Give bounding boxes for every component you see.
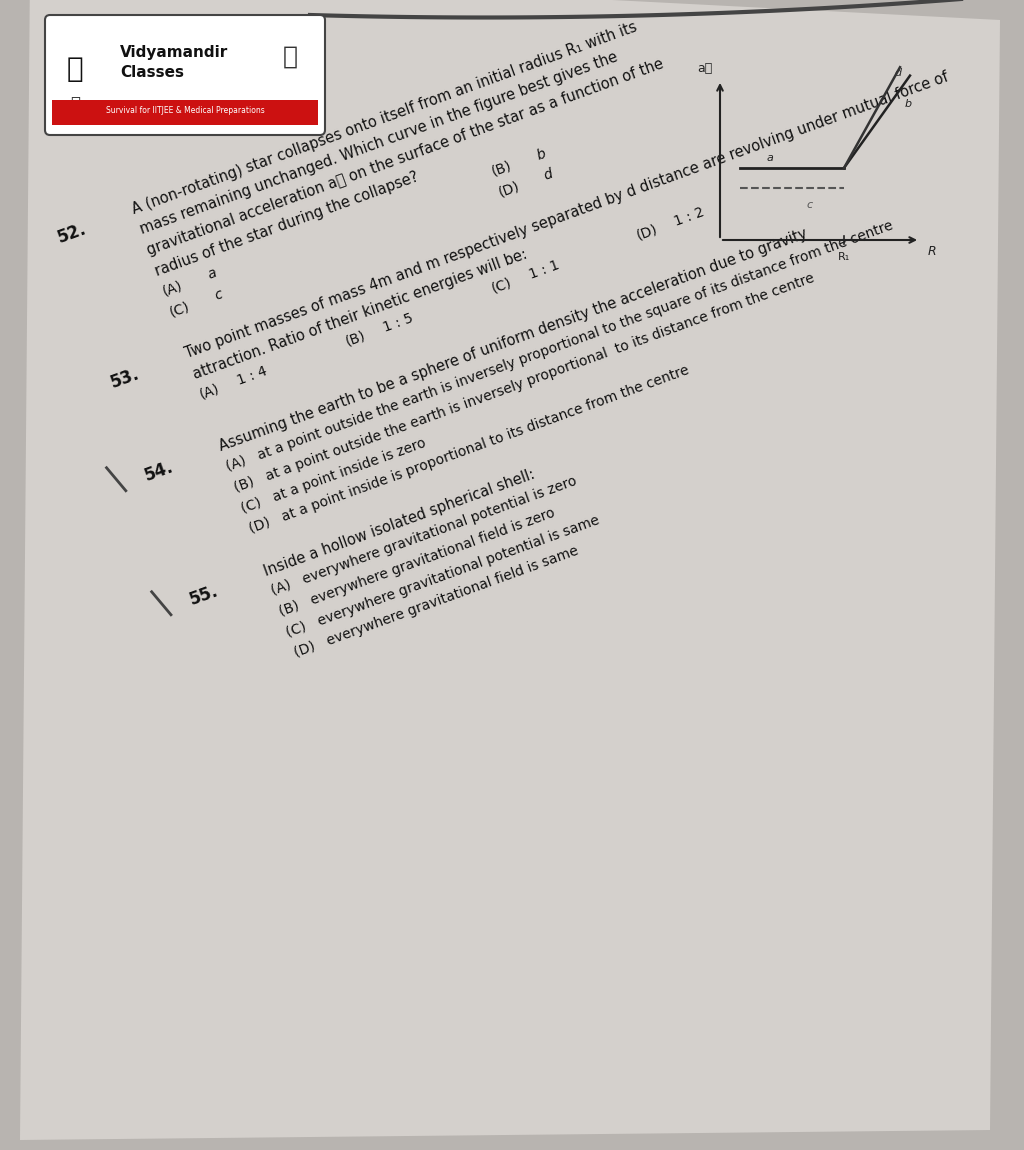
Text: (C)   at a point inside is zero: (C) at a point inside is zero	[240, 436, 428, 515]
Text: A (non-rotating) star collapses onto itself from an initial radius R₁ with its: A (non-rotating) star collapses onto its…	[130, 20, 639, 216]
Text: 55.: 55.	[186, 582, 220, 608]
Text: (B): (B)	[343, 329, 368, 348]
Text: d: d	[895, 68, 902, 78]
Text: a⁧: a⁧	[697, 62, 713, 75]
Text: a: a	[767, 153, 773, 163]
Text: (A)   at a point outside the earth is inversely proportional to the square of it: (A) at a point outside the earth is inve…	[224, 218, 895, 474]
Text: 1 : 2: 1 : 2	[673, 206, 707, 229]
Text: Classes: Classes	[120, 66, 184, 80]
Text: 1 : 1: 1 : 1	[526, 259, 561, 282]
Text: (C): (C)	[489, 276, 513, 296]
Text: (B): (B)	[489, 159, 513, 178]
Text: (A)   everywhere gravitational potential is zero: (A) everywhere gravitational potential i…	[269, 474, 579, 598]
Text: b: b	[535, 146, 547, 162]
Text: c: c	[213, 288, 225, 302]
Text: 1 : 5: 1 : 5	[381, 312, 415, 335]
Text: R₁: R₁	[838, 252, 850, 262]
Text: 1 : 4: 1 : 4	[236, 365, 269, 389]
Text: (A): (A)	[161, 278, 184, 299]
Text: b: b	[905, 99, 912, 108]
Text: (D): (D)	[635, 222, 659, 243]
Text: 52.: 52.	[55, 220, 89, 247]
Text: 54.: 54.	[141, 458, 175, 484]
Text: (B)   everywhere gravitational field is zero: (B) everywhere gravitational field is ze…	[276, 506, 557, 619]
Polygon shape	[20, 0, 1000, 1140]
Text: Two point masses of mass 4m and m respectively separated by d distance are revol: Two point masses of mass 4m and m respec…	[183, 70, 950, 361]
Text: (C)   everywhere gravitational potential is same: (C) everywhere gravitational potential i…	[285, 513, 602, 639]
Text: 📖: 📖	[67, 55, 83, 83]
Text: R: R	[928, 245, 937, 258]
Text: a: a	[206, 266, 218, 282]
Text: gravitational acceleration a⁧ on the surface of the star as a function of the: gravitational acceleration a⁧ on the sur…	[145, 56, 666, 258]
Text: (D)   at a point inside is proportional to its distance from the centre: (D) at a point inside is proportional to…	[247, 363, 690, 536]
Text: c: c	[807, 200, 813, 210]
Text: radius of the star during the collapse?: radius of the star during the collapse?	[153, 169, 421, 278]
Text: (D)   everywhere gravitational field is same: (D) everywhere gravitational field is sa…	[292, 544, 581, 660]
Text: attraction. Ratio of their kinetic energies will be:: attraction. Ratio of their kinetic energ…	[190, 247, 528, 382]
Text: 👤: 👤	[283, 45, 298, 69]
Text: d: d	[542, 167, 555, 183]
Text: Survival for IITJEE & Medical Preparations: Survival for IITJEE & Medical Preparatio…	[105, 106, 264, 115]
Text: 53.: 53.	[108, 365, 141, 392]
Text: (A): (A)	[198, 382, 222, 401]
Text: Inside a hollow isolated spherical shell:: Inside a hollow isolated spherical shell…	[262, 466, 537, 578]
Text: (D): (D)	[497, 179, 522, 199]
Text: (C): (C)	[168, 299, 191, 320]
FancyBboxPatch shape	[45, 15, 325, 135]
Text: mass remaining unchanged. Which curve in the figure best gives the: mass remaining unchanged. Which curve in…	[137, 49, 620, 237]
FancyBboxPatch shape	[52, 100, 318, 125]
Text: Vidyamandir: Vidyamandir	[120, 45, 228, 60]
Text: (B)   at a point outside the earth is inversely proportional  to its distance fr: (B) at a point outside the earth is inve…	[231, 271, 816, 494]
Text: 📖: 📖	[70, 95, 80, 113]
Text: Assuming the earth to be a sphere of uniform density the acceleration due to gra: Assuming the earth to be a sphere of uni…	[217, 227, 809, 454]
